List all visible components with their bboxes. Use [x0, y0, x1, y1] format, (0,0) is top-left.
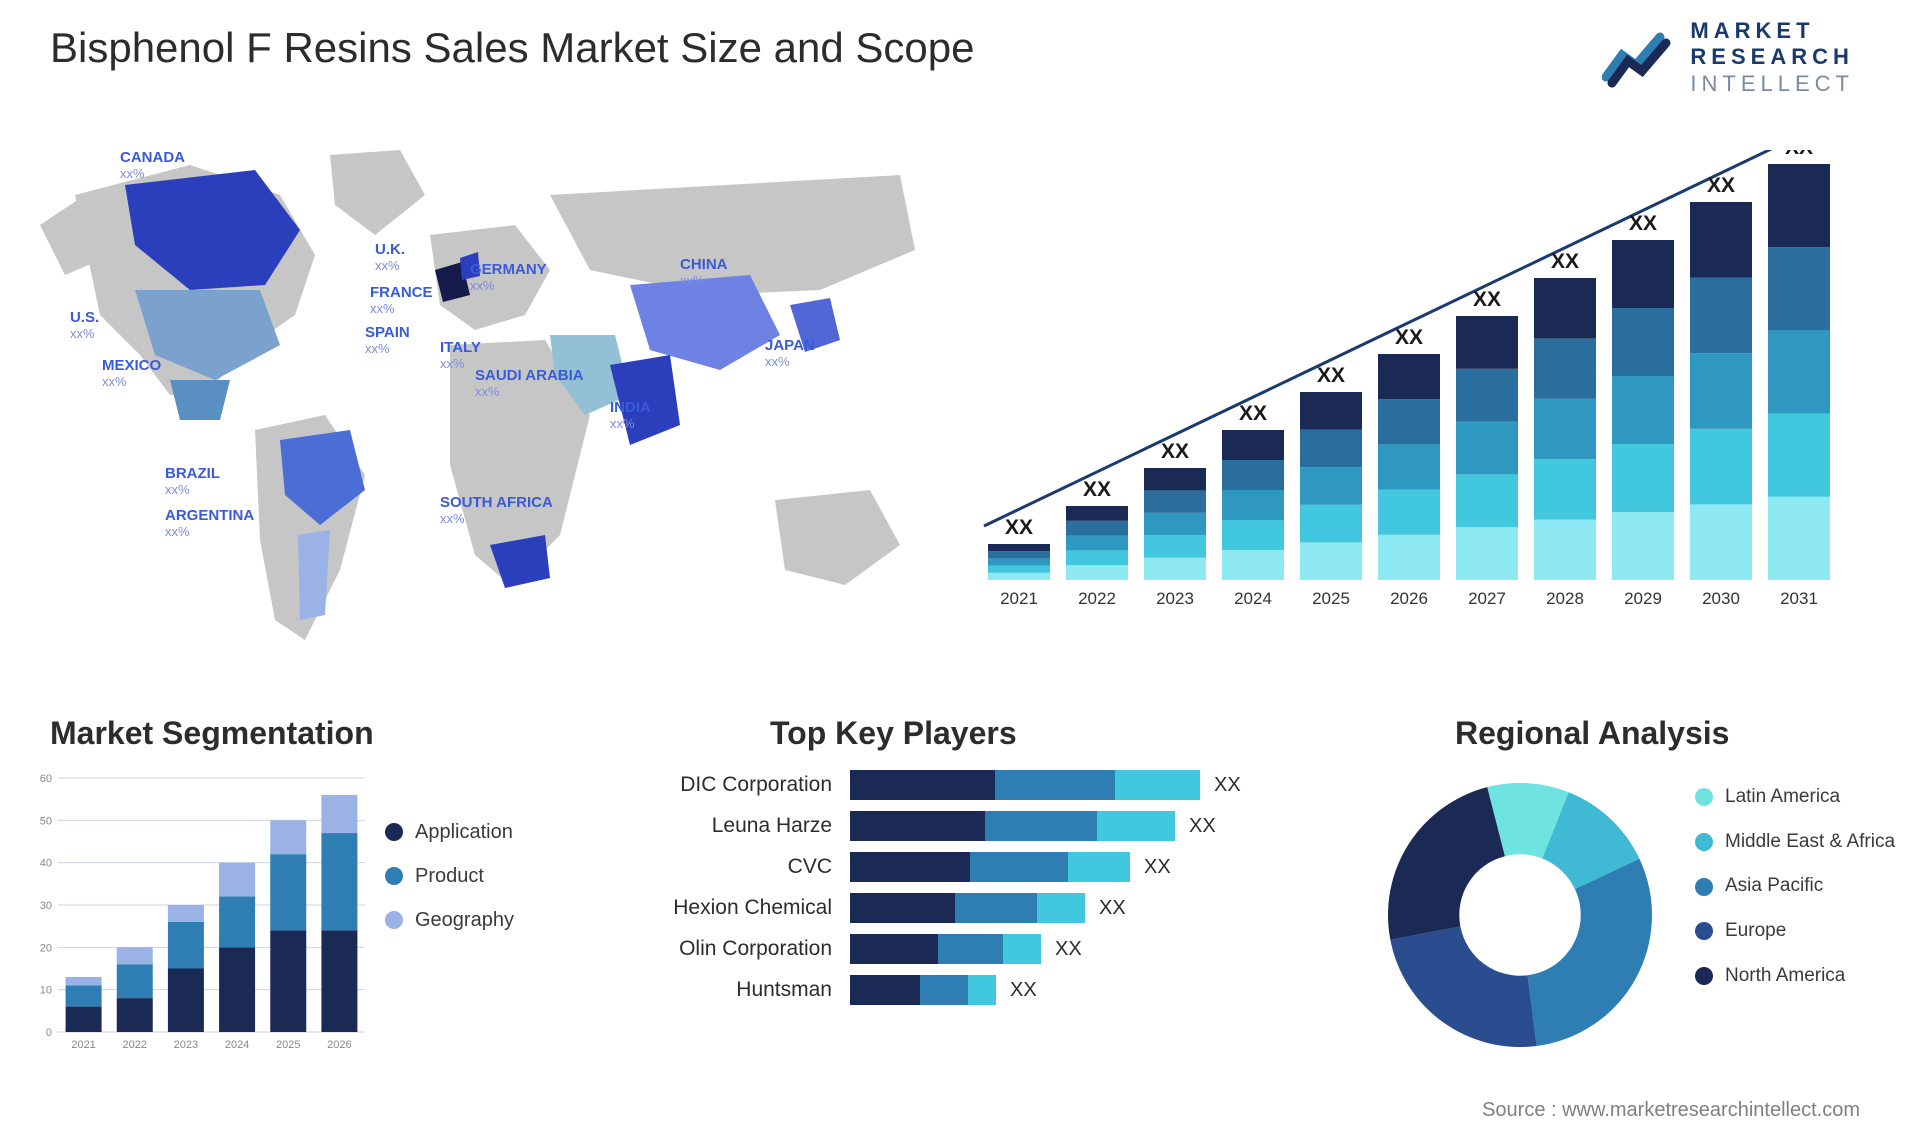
- svg-text:60: 60: [40, 773, 52, 785]
- kp-name: DIC Corporation: [630, 773, 850, 797]
- region-legend-latin-america: Latin America: [1695, 785, 1895, 810]
- main-growth-chart: 2021 XX 2022 XX 2023 XX 2024 XX 2025 XX 2026 XX 2027…: [970, 150, 1850, 620]
- svg-text:XX: XX: [1629, 212, 1657, 235]
- kp-row-cvc: CVCXX: [630, 852, 1290, 882]
- kp-name: Olin Corporation: [630, 937, 850, 961]
- svg-text:XX: XX: [1785, 150, 1813, 159]
- regional-donut: [1375, 770, 1665, 1060]
- svg-text:40: 40: [40, 858, 52, 870]
- svg-text:2022: 2022: [1078, 589, 1116, 608]
- regional-legend: Latin America Middle East & Africa Asia Pa…: [1695, 785, 1895, 1008]
- brand-logo: MARKET RESEARCH INTELLECT: [1602, 18, 1854, 97]
- kp-name: Hexion Chemical: [630, 896, 850, 920]
- svg-text:XX: XX: [1551, 250, 1579, 273]
- map-label-spain: SPAINxx%: [365, 325, 410, 356]
- kp-row-olin-corporation: Olin CorporationXX: [630, 934, 1290, 964]
- logo-text: MARKET RESEARCH INTELLECT: [1690, 18, 1854, 97]
- seg-legend-geography: Geography: [385, 898, 514, 942]
- svg-text:XX: XX: [1083, 478, 1111, 501]
- svg-text:2027: 2027: [1468, 589, 1506, 608]
- svg-text:20: 20: [40, 942, 52, 954]
- map-label-u-k-: U.K.xx%: [375, 242, 405, 273]
- kp-row-leuna-harze: Leuna HarzeXX: [630, 811, 1290, 841]
- svg-text:XX: XX: [1473, 288, 1501, 311]
- map-label-canada: CANADAxx%: [120, 150, 185, 181]
- region-legend-middle-east-africa: Middle East & Africa: [1695, 830, 1895, 855]
- map-label-china: CHINAxx%: [680, 257, 728, 288]
- map-label-brazil: BRAZILxx%: [165, 466, 220, 497]
- map-label-germany: GERMANYxx%: [470, 262, 547, 293]
- svg-text:XX: XX: [1707, 174, 1735, 197]
- svg-text:XX: XX: [1395, 326, 1423, 349]
- kp-row-hexion-chemical: Hexion ChemicalXX: [630, 893, 1290, 923]
- segmentation-title: Market Segmentation: [50, 715, 374, 752]
- regional-title: Regional Analysis: [1455, 715, 1729, 752]
- svg-text:10: 10: [40, 985, 52, 997]
- key-players-chart: DIC CorporationXX Leuna HarzeXX CVCXX Hexio…: [630, 770, 1290, 1070]
- map-label-south-africa: SOUTH AFRICAxx%: [440, 495, 553, 526]
- map-label-u-s-: U.S.xx%: [70, 310, 99, 341]
- seg-legend-application: Application: [385, 810, 514, 854]
- svg-text:2023: 2023: [1156, 589, 1194, 608]
- world-map: CANADAxx% U.S.xx%MEXICOxx% BRAZILxx% ARGENT…: [30, 140, 940, 660]
- svg-text:XX: XX: [1161, 440, 1189, 463]
- svg-text:2028: 2028: [1546, 589, 1584, 608]
- svg-text:2031: 2031: [1780, 589, 1818, 608]
- svg-text:2021: 2021: [71, 1039, 95, 1051]
- svg-text:2029: 2029: [1624, 589, 1662, 608]
- logo-icon: [1602, 27, 1676, 89]
- segmentation-legend: ApplicationProductGeography: [385, 810, 514, 942]
- kp-name: CVC: [630, 855, 850, 879]
- kp-name: Leuna Harze: [630, 814, 850, 838]
- key-players-title: Top Key Players: [770, 715, 1017, 752]
- seg-legend-product: Product: [385, 854, 514, 898]
- svg-text:2026: 2026: [1390, 589, 1428, 608]
- svg-text:2030: 2030: [1702, 589, 1740, 608]
- region-legend-north-america: North America: [1695, 964, 1895, 989]
- svg-text:2024: 2024: [1234, 589, 1272, 608]
- svg-text:XX: XX: [1317, 364, 1345, 387]
- region-legend-asia-pacific: Asia Pacific: [1695, 874, 1895, 899]
- kp-name: Huntsman: [630, 978, 850, 1002]
- svg-text:2026: 2026: [327, 1039, 351, 1051]
- svg-text:30: 30: [40, 900, 52, 912]
- kp-row-huntsman: HuntsmanXX: [630, 975, 1290, 1005]
- segmentation-chart: 0 10 20 30 40 50 60 2021 2022 2023 2024 2025 2026: [30, 770, 370, 1060]
- svg-text:2022: 2022: [123, 1039, 147, 1051]
- svg-text:50: 50: [40, 815, 52, 827]
- svg-text:2025: 2025: [276, 1039, 300, 1051]
- page-title: Bisphenol F Resins Sales Market Size and…: [50, 24, 974, 72]
- world-map-svg: [30, 140, 940, 660]
- svg-text:2021: 2021: [1000, 589, 1038, 608]
- svg-text:2025: 2025: [1312, 589, 1350, 608]
- map-label-saudi-arabia: SAUDI ARABIAxx%: [475, 368, 584, 399]
- svg-text:XX: XX: [1239, 402, 1267, 425]
- map-label-argentina: ARGENTINAxx%: [165, 508, 254, 539]
- svg-text:2023: 2023: [174, 1039, 198, 1051]
- map-label-india: INDIAxx%: [610, 400, 651, 431]
- map-label-france: FRANCExx%: [370, 285, 433, 316]
- kp-row-dic-corporation: DIC CorporationXX: [630, 770, 1290, 800]
- source-attribution: Source : www.marketresearchintellect.com: [1482, 1099, 1860, 1122]
- svg-text:0: 0: [46, 1027, 52, 1039]
- region-legend-europe: Europe: [1695, 919, 1895, 944]
- map-label-mexico: MEXICOxx%: [102, 358, 161, 389]
- map-label-japan: JAPANxx%: [765, 338, 815, 369]
- svg-text:2024: 2024: [225, 1039, 249, 1051]
- svg-text:XX: XX: [1005, 516, 1033, 539]
